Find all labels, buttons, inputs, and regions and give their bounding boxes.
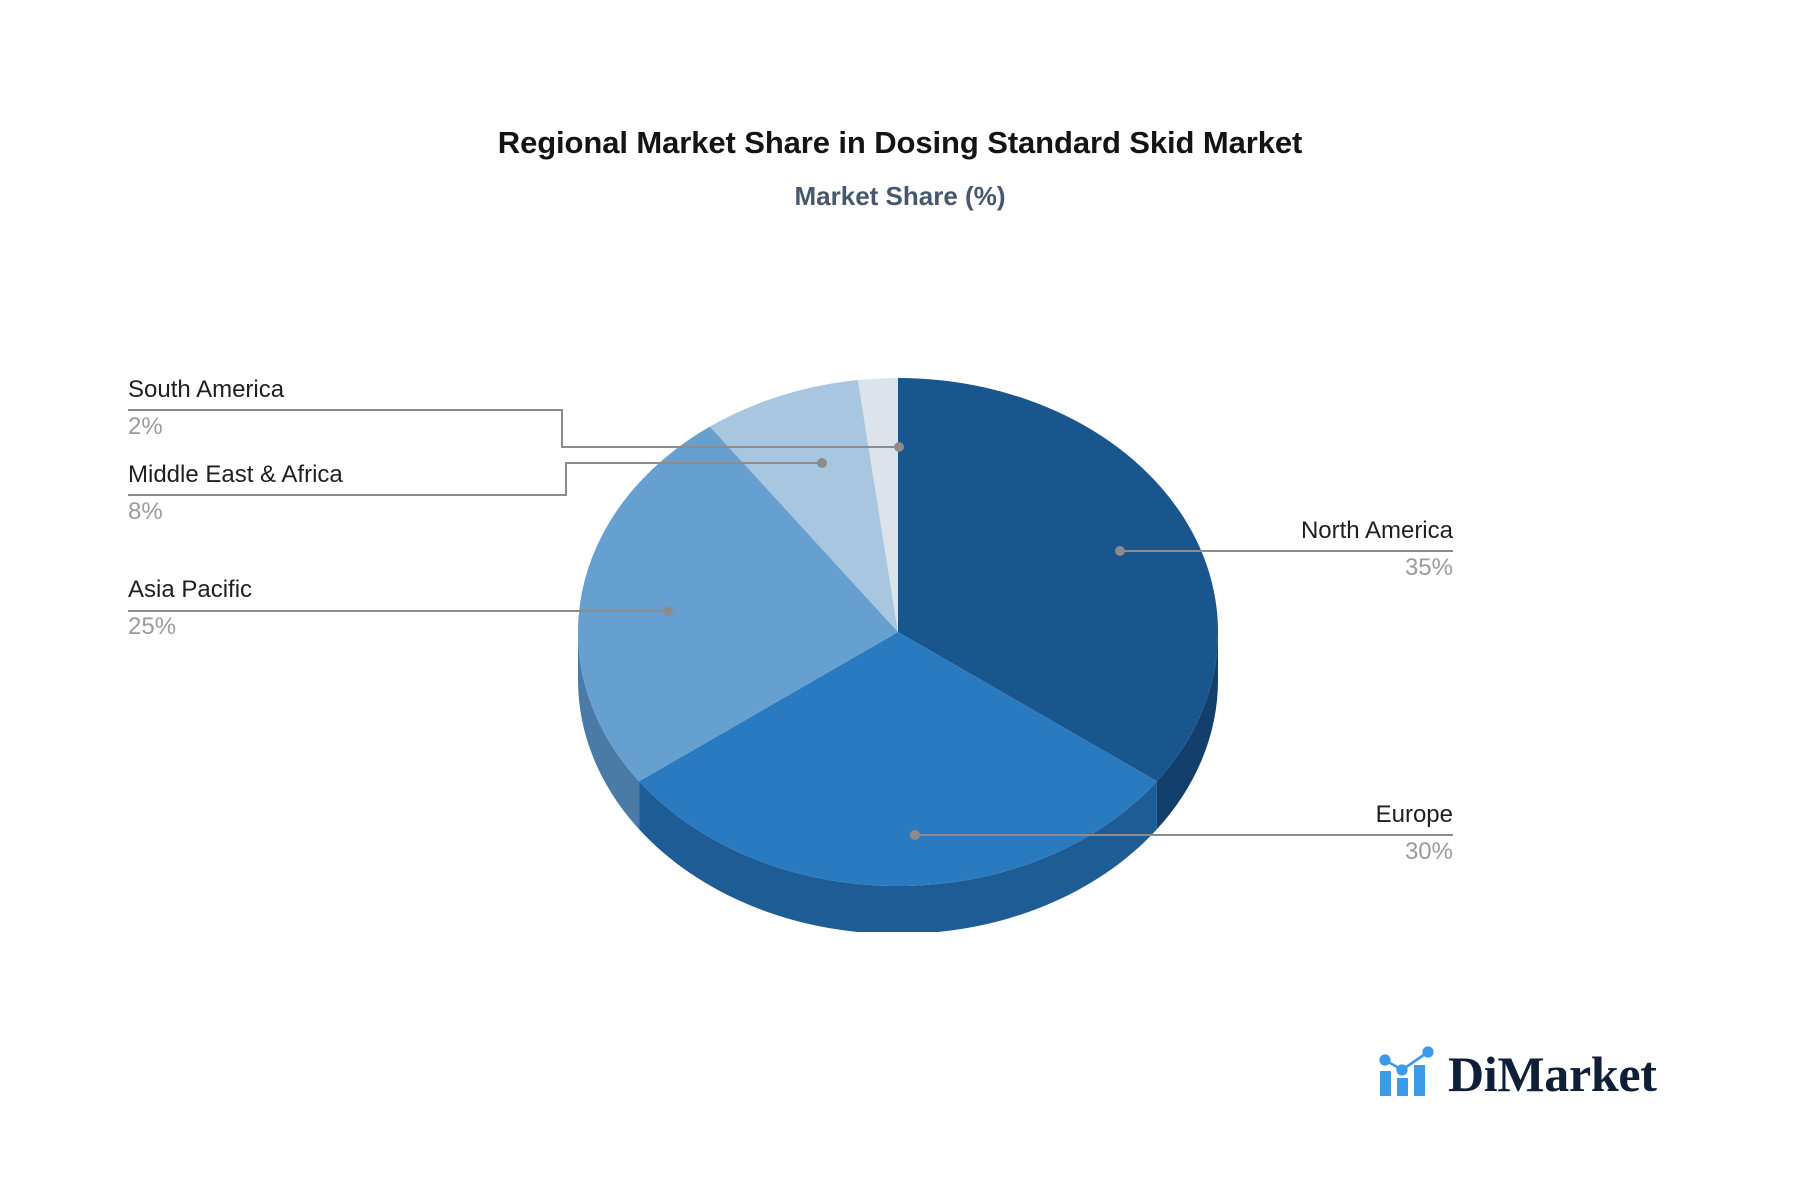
callout-value-asia-pacific: 25% <box>128 613 177 640</box>
callout-value-north-america: 35% <box>1404 554 1453 581</box>
callout-value-south-america: 2% <box>128 413 163 440</box>
callout-asia-pacific[interactable]: Asia Pacific 25% <box>128 578 252 639</box>
logo-text: DiMarket <box>1448 1046 1657 1102</box>
callout-value-middle-east-africa: 8% <box>128 498 163 525</box>
brand-logo: DiMarket <box>1378 1044 1657 1102</box>
pie-slice-middle-east-africa[interactable] <box>709 380 898 632</box>
callout-middle-east-africa[interactable]: Middle East & Africa 8% <box>128 463 343 524</box>
callout-value-europe: 30% <box>1404 838 1453 865</box>
callout-south-america[interactable]: South America 2% <box>128 378 284 439</box>
pie-slice-asia-pacific[interactable] <box>577 426 898 782</box>
callout-label-south-america: South America <box>128 376 285 403</box>
pie-leader-lines <box>128 409 1453 840</box>
leader-dot-europe <box>910 830 920 840</box>
leader-dot-middle-east-africa <box>817 458 827 468</box>
pie-slices <box>577 378 1219 887</box>
leader-dot-north-america <box>1115 546 1125 556</box>
callout-label-middle-east-africa: Middle East & Africa <box>128 461 343 488</box>
title-block: Regional Market Share in Dosing Standard… <box>0 125 1800 212</box>
pie-slice-europe[interactable] <box>639 632 1157 887</box>
bar-chart-icon <box>1379 1046 1434 1096</box>
callout-north-america[interactable]: North America 35% <box>1301 519 1453 580</box>
pie-side-asia-pacific <box>578 632 640 830</box>
callout-label-asia-pacific: Asia Pacific <box>128 576 253 603</box>
pie-slice-north-america[interactable] <box>898 378 1219 782</box>
pie-3d-base <box>578 632 1218 932</box>
callout-label-north-america: North America <box>1300 517 1453 544</box>
pie-slice-south-america[interactable] <box>857 378 898 632</box>
chart-subtitle: Market Share (%) <box>794 181 1006 212</box>
callout-europe[interactable]: Europe 30% <box>1376 803 1453 864</box>
leader-middle-east-africa <box>128 462 822 496</box>
callout-label-europe: Europe <box>1375 801 1453 828</box>
pie-side-north-america <box>1156 632 1218 830</box>
leader-dot-south-america <box>894 442 904 452</box>
page-title: Regional Market Share in Dosing Standard… <box>497 125 1303 160</box>
leader-south-america <box>128 409 899 448</box>
leader-dot-asia-pacific <box>663 606 673 616</box>
pie-side-europe <box>639 781 1157 932</box>
